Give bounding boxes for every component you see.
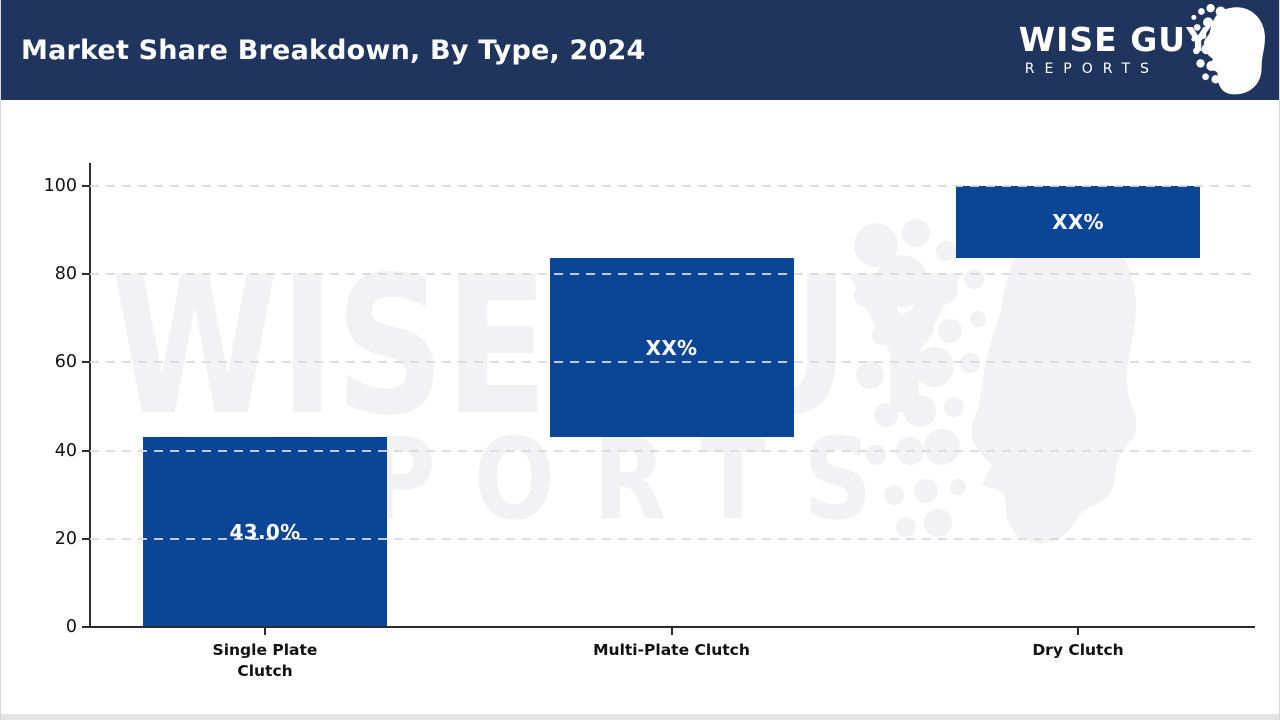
gridline [90, 273, 1254, 276]
bar-value-label: XX% [1052, 209, 1104, 234]
gridline [90, 449, 1254, 452]
x-category-label: Dry Clutch [1032, 641, 1124, 659]
y-tick-label: 60 [54, 352, 77, 373]
y-tick-mark [82, 537, 89, 540]
wiseguy-logo: WISE GUY REPORTS [1019, 4, 1271, 96]
x-category-label: Single Plate Clutch [212, 641, 318, 681]
y-tick-mark [82, 449, 89, 452]
x-tick-mark [670, 628, 673, 635]
page-title: Market Share Breakdown, By Type, 2024 [21, 34, 646, 66]
y-tick-mark [82, 626, 89, 628]
wiseguy-logo-text: WISE GUY REPORTS [1019, 23, 1211, 77]
y-tick-label: 80 [54, 264, 77, 285]
y-tick-mark [82, 361, 89, 364]
gridline [90, 361, 1254, 364]
bar-value-label: 43.0% [229, 520, 301, 545]
logo-subtext: REPORTS [1024, 60, 1159, 77]
bar-2 [549, 257, 794, 438]
logo-wordmark: WISE GUY [1018, 20, 1211, 60]
y-axis-spine [89, 163, 91, 628]
bar-value-label: XX% [645, 335, 698, 360]
y-tick-mark [82, 185, 89, 187]
header: Market Share Breakdown, By Type, 2024 WI… [1, 0, 1279, 100]
gridline [90, 537, 1254, 540]
watermark-wordmark: WISE GUY [111, 236, 960, 457]
bar-1 [143, 437, 387, 627]
wiseguy-face-icon [1191, 4, 1265, 95]
y-tick-label: 40 [54, 440, 77, 461]
footer-strip [1, 714, 1279, 720]
x-tick-mark [264, 628, 266, 635]
x-axis-spine [89, 626, 1255, 628]
y-tick-label: 0 [65, 617, 77, 637]
y-tick-mark [82, 273, 89, 276]
watermark-face-icon [854, 219, 1137, 544]
bar-3 [956, 186, 1200, 258]
y-tick-label: 20 [54, 528, 77, 549]
gridline [90, 185, 1254, 187]
x-category-label: Multi-Plate Clutch [593, 641, 750, 659]
y-tick-label: 100 [43, 176, 77, 196]
x-tick-mark [1077, 628, 1079, 635]
